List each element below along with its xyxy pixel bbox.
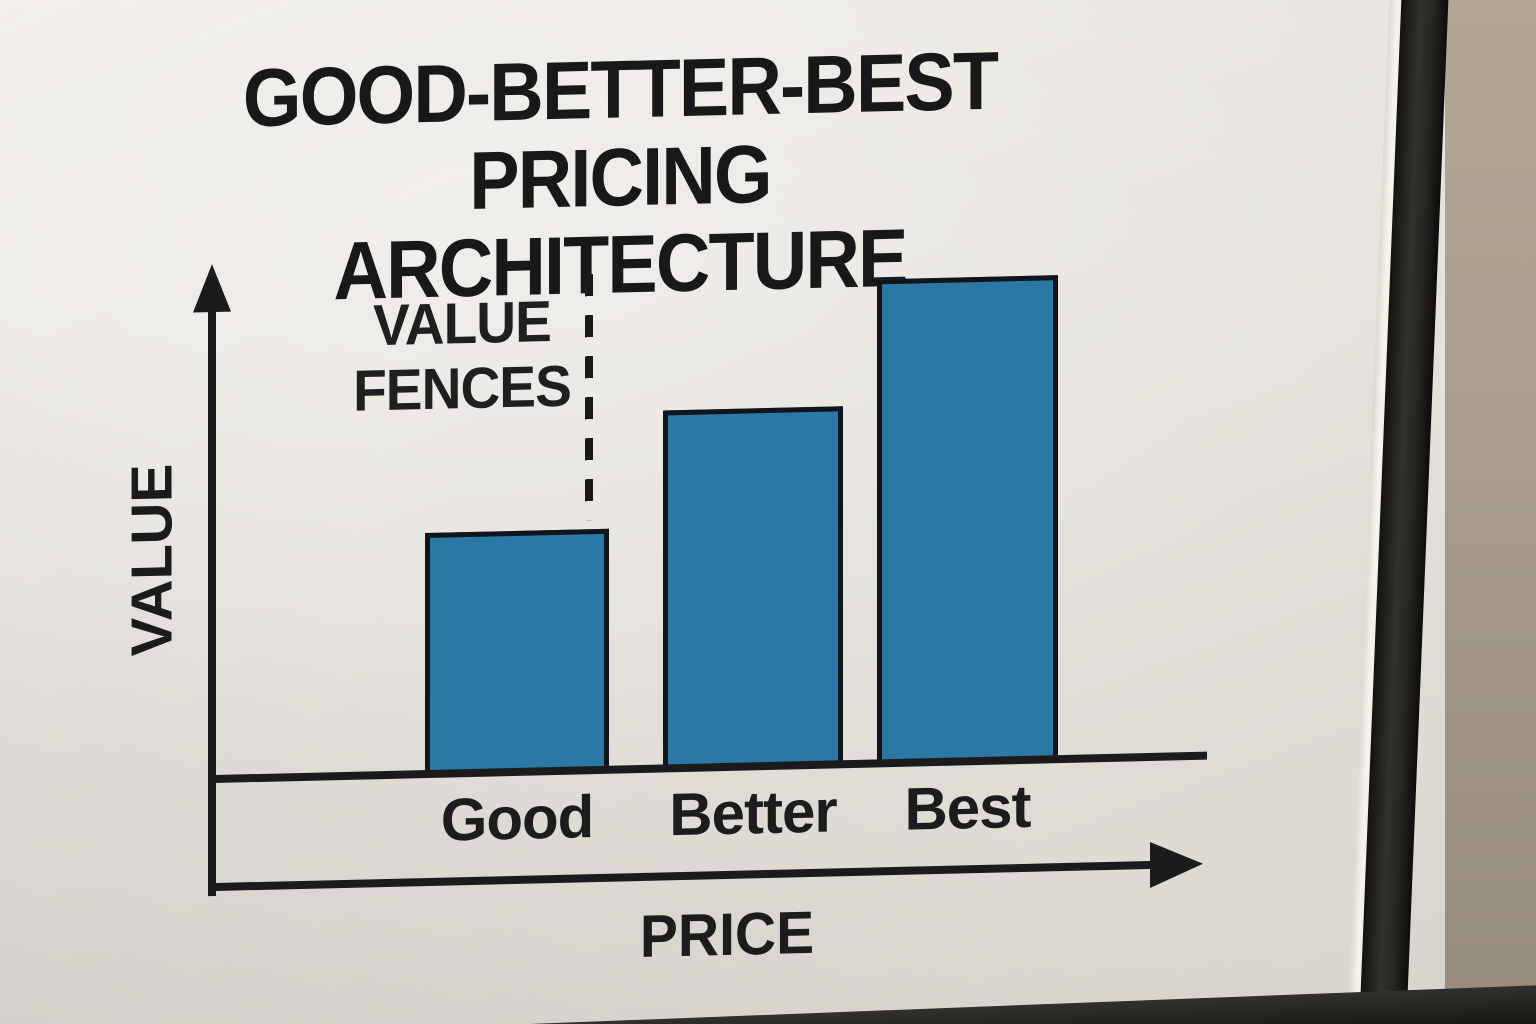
y-axis-arrow-icon <box>193 263 231 313</box>
x-axis-label: PRICE <box>639 898 815 970</box>
bar-best <box>877 275 1058 766</box>
y-axis-label: VALUE <box>119 463 185 657</box>
pricing-chart: GOOD-BETTER-BEST PRICING ARCHITECTURE VA… <box>119 36 1207 970</box>
bar-good <box>425 528 609 777</box>
bar-label-good: Good <box>440 783 594 854</box>
fence-dashed-line <box>585 274 593 521</box>
x-axis-line <box>211 860 1156 892</box>
bar-better <box>663 406 843 771</box>
bar-label-best: Best <box>904 772 1031 843</box>
whiteboard: GOOD-BETTER-BEST PRICING ARCHITECTURE VA… <box>0 0 1445 1024</box>
value-fences-line1: VALUE <box>373 289 551 359</box>
value-fences-annotation: VALUE FENCES <box>272 288 652 427</box>
y-axis-line <box>208 299 216 897</box>
value-fences-line2: FENCES <box>353 353 571 424</box>
x-axis-arrow-icon <box>1150 840 1203 888</box>
bar-label-better: Better <box>669 777 837 849</box>
